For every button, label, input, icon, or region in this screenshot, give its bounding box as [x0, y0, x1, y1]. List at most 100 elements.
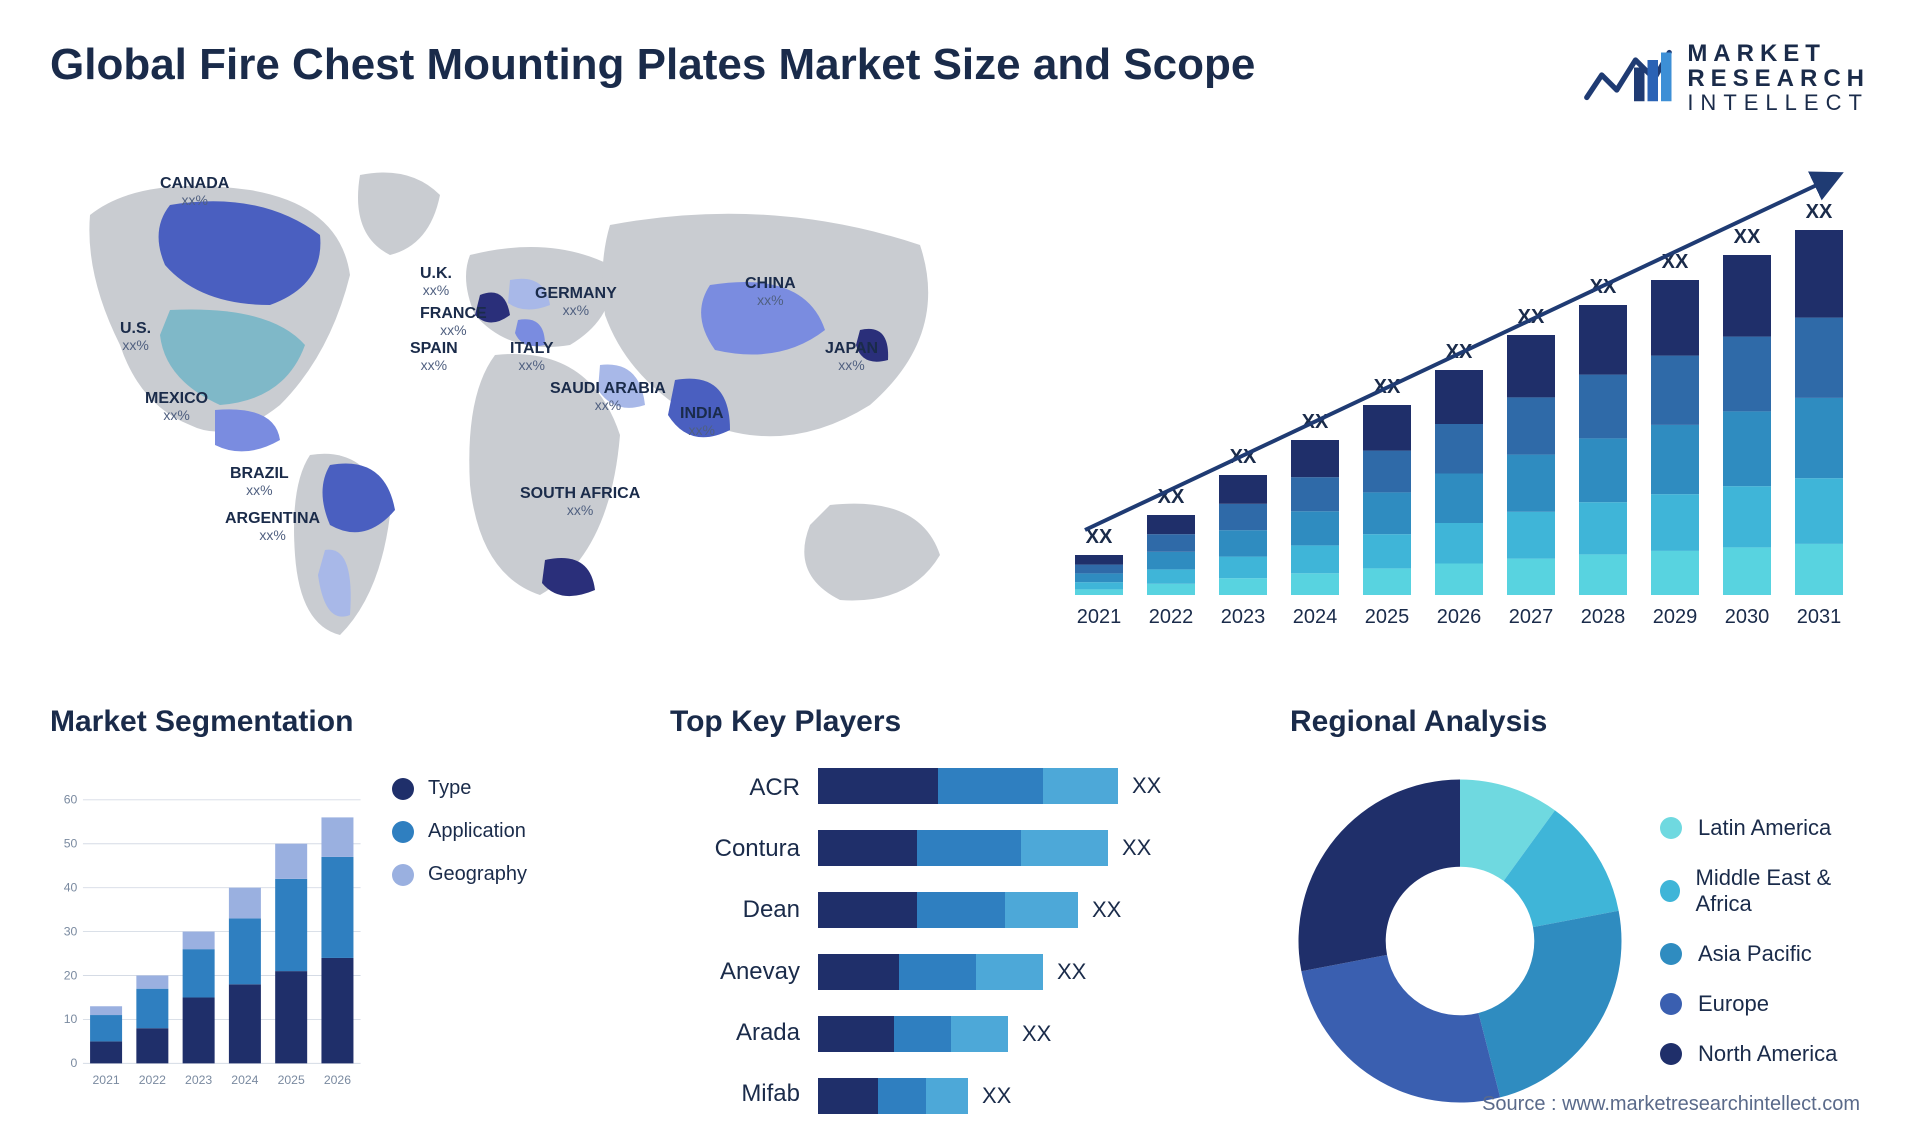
segmentation-panel: Market Segmentation 0102030405060 202120…: [50, 705, 630, 1125]
kp-row: XX: [818, 1078, 1250, 1114]
kp-bar-seg: [917, 892, 1005, 928]
map-label: INDIAxx%: [680, 405, 724, 438]
forecast-bar-seg: [1795, 318, 1843, 398]
kp-bar-seg: [926, 1078, 968, 1114]
segmentation-chart: 0102030405060 202120222023202420252026: [50, 757, 370, 1125]
forecast-bar-seg: [1507, 559, 1555, 595]
forecast-year-label: 2028: [1581, 606, 1626, 628]
page-title: Global Fire Chest Mounting Plates Market…: [50, 40, 1255, 90]
forecast-bar-seg: [1651, 356, 1699, 425]
regional-donut: [1290, 771, 1630, 1111]
forecast-year-label: 2021: [1077, 606, 1122, 628]
segmentation-svg: 0102030405060 202120222023202420252026: [50, 757, 370, 1125]
forecast-bar-seg: [1651, 280, 1699, 356]
reg-legend-item: Latin America: [1660, 815, 1870, 841]
kp-bar-seg: [818, 768, 938, 804]
seg-bar-seg: [136, 989, 168, 1029]
seg-bar-seg: [183, 932, 215, 950]
forecast-bar-seg: [1147, 552, 1195, 570]
kp-bar-seg: [818, 1078, 878, 1114]
forecast-bar-seg: [1579, 554, 1627, 595]
forecast-bar-seg: [1795, 230, 1843, 318]
legend-label: Asia Pacific: [1698, 941, 1812, 967]
kp-bar-seg: [1021, 830, 1108, 866]
kp-name: Anevay: [670, 958, 800, 986]
kp-bar-seg: [818, 1016, 894, 1052]
svg-text:20: 20: [64, 968, 78, 982]
kp-value-label: XX: [982, 1083, 1011, 1109]
forecast-year-label: 2022: [1149, 606, 1194, 628]
donut-slice: [1299, 780, 1461, 972]
seg-bar-seg: [321, 817, 353, 857]
kp-row: XX: [818, 954, 1250, 990]
map-label: U.S.xx%: [120, 320, 151, 353]
kp-row: XX: [818, 1016, 1250, 1052]
forecast-bar-seg: [1219, 475, 1267, 504]
forecast-bar-seg: [1075, 589, 1123, 595]
svg-text:2022: 2022: [139, 1073, 166, 1087]
kp-name: Dean: [670, 896, 800, 924]
seg-bar-seg: [136, 976, 168, 989]
brand-logo: MARKET RESEARCH INTELLECT: [1583, 40, 1870, 115]
map-label: SAUDI ARABIAxx%: [550, 380, 666, 413]
kp-bar-seg: [818, 892, 917, 928]
kp-value-label: XX: [1057, 959, 1086, 985]
seg-bar-seg: [183, 949, 215, 997]
seg-bar-seg: [275, 844, 307, 879]
kp-bar-seg: [1043, 768, 1118, 804]
seg-bar-seg: [90, 1015, 122, 1041]
forecast-chart-panel: XX2021XX2022XX2023XX2024XX2025XX2026XX20…: [1050, 145, 1870, 665]
brand-line3: INTELLECT: [1687, 91, 1870, 114]
legend-swatch: [1660, 1043, 1682, 1065]
kp-name: ACR: [670, 774, 800, 802]
forecast-value-label: XX: [1806, 201, 1833, 223]
kp-bar-seg: [878, 1078, 926, 1114]
kp-name: Arada: [670, 1019, 800, 1047]
kp-row: XX: [818, 768, 1250, 804]
forecast-value-label: XX: [1734, 226, 1761, 248]
seg-bar-seg: [321, 857, 353, 958]
svg-text:10: 10: [64, 1012, 78, 1026]
seg-bar-seg: [229, 888, 261, 919]
map-label: GERMANYxx%: [535, 285, 617, 318]
forecast-bar-seg: [1291, 511, 1339, 545]
map-label: ITALYxx%: [510, 340, 554, 373]
kp-bar-seg: [894, 1016, 951, 1052]
forecast-chart-svg: XX2021XX2022XX2023XX2024XX2025XX2026XX20…: [1050, 145, 1870, 665]
svg-text:40: 40: [64, 880, 78, 894]
legend-swatch: [392, 778, 414, 800]
forecast-bar-seg: [1435, 474, 1483, 524]
forecast-year-label: 2025: [1365, 606, 1410, 628]
forecast-bar-seg: [1795, 398, 1843, 478]
forecast-year-label: 2027: [1509, 606, 1554, 628]
legend-label: Geography: [428, 863, 527, 886]
forecast-bar-seg: [1579, 305, 1627, 375]
kp-bar: [818, 954, 1043, 990]
seg-bar-seg: [229, 918, 261, 984]
brand-line2: RESEARCH: [1687, 66, 1870, 91]
forecast-bar-seg: [1435, 564, 1483, 596]
forecast-bar-seg: [1147, 515, 1195, 534]
kp-bar: [818, 1016, 1008, 1052]
forecast-bar-seg: [1723, 255, 1771, 337]
map-label: BRAZILxx%: [230, 465, 289, 498]
regional-legend: Latin America Middle East & Africa Asia Pa…: [1660, 815, 1870, 1067]
forecast-bar-seg: [1579, 438, 1627, 502]
kp-value-label: XX: [1132, 773, 1161, 799]
kp-bar: [818, 892, 1078, 928]
kp-bar-seg: [899, 954, 976, 990]
legend-swatch: [1660, 993, 1682, 1015]
reg-legend-item: Middle East & Africa: [1660, 865, 1870, 917]
svg-text:2024: 2024: [231, 1073, 258, 1087]
key-players-names: ACRConturaDeanAnevayAradaMifab: [670, 757, 800, 1125]
svg-text:2021: 2021: [92, 1073, 119, 1087]
kp-bar-seg: [818, 954, 899, 990]
forecast-bar-seg: [1075, 582, 1123, 589]
seg-bar-seg: [90, 1041, 122, 1063]
regional-panel: Regional Analysis Latin AmericaMiddle Ea…: [1290, 705, 1870, 1125]
svg-text:2023: 2023: [185, 1073, 212, 1087]
seg-bar-seg: [136, 1028, 168, 1063]
svg-text:30: 30: [64, 924, 78, 938]
forecast-bar-seg: [1795, 478, 1843, 544]
forecast-bar-seg: [1507, 455, 1555, 512]
